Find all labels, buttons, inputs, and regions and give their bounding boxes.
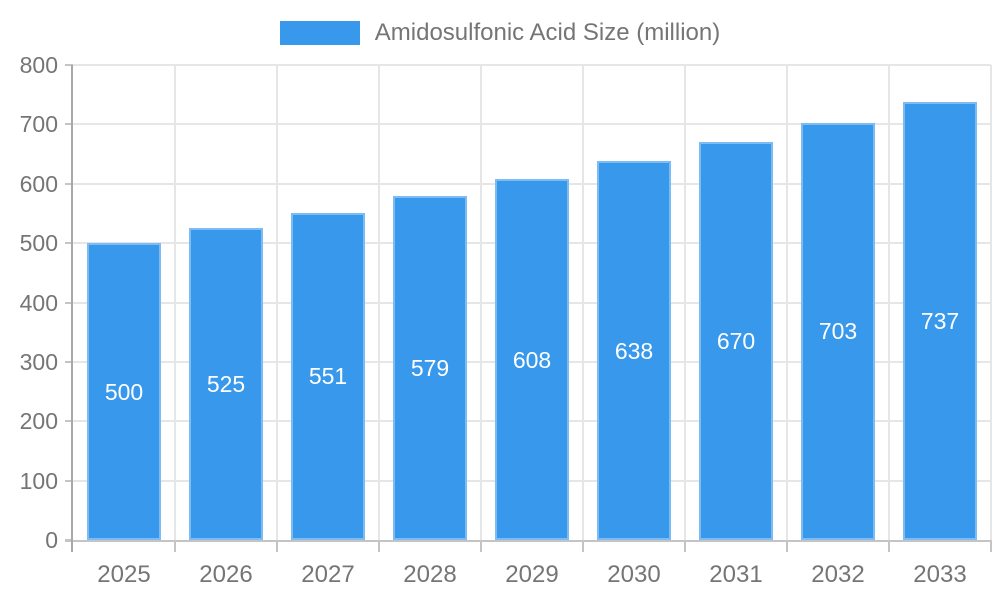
x-axis-tick <box>174 540 176 552</box>
x-axis-label: 2026 <box>199 561 253 588</box>
bar-value-label: 608 <box>512 346 552 373</box>
y-axis-label: 0 <box>45 527 58 553</box>
y-axis-label: 200 <box>19 408 58 435</box>
y-axis-label: 300 <box>19 348 58 375</box>
y-axis-tick <box>65 360 73 363</box>
y-axis-label: 400 <box>19 289 58 316</box>
x-axis-tick <box>888 540 890 552</box>
bar: 579 <box>393 196 467 540</box>
legend: Amidosulfonic Acid Size (million) <box>0 14 1000 52</box>
y-axis-label: 800 <box>19 52 58 78</box>
bar-value-label: 703 <box>818 318 858 345</box>
x-axis-tick <box>684 540 686 552</box>
y-axis-label: 600 <box>19 170 58 197</box>
v-gridline <box>480 65 482 540</box>
x-axis-tick <box>378 540 380 552</box>
v-gridline <box>888 65 890 540</box>
bar: 500 <box>87 243 161 540</box>
y-axis-tick <box>65 479 73 482</box>
plot-area: 500 525 551 579 608 638 670 703 737 0 100 200 300 400… <box>20 52 992 588</box>
v-gridline <box>276 65 278 540</box>
y-axis-tick <box>65 182 73 185</box>
bar-value-label: 551 <box>308 363 348 390</box>
y-axis-tick <box>65 64 73 66</box>
bar: 638 <box>597 161 671 540</box>
x-axis-label: 2025 <box>97 561 151 588</box>
legend-label: Amidosulfonic Acid Size (million) <box>374 19 721 46</box>
v-gridline <box>174 65 176 540</box>
bar: 737 <box>903 102 977 540</box>
x-axis-label: 2033 <box>913 561 967 588</box>
x-axis-label: 2029 <box>505 561 559 588</box>
y-axis-tick <box>65 123 73 126</box>
x-axis-tick <box>990 540 992 552</box>
x-axis-tick <box>786 540 788 552</box>
legend-swatch <box>279 21 360 45</box>
v-gridline <box>684 65 686 540</box>
y-axis-label: 700 <box>19 111 58 138</box>
x-axis-tick <box>582 540 584 552</box>
bar: 525 <box>189 228 263 540</box>
h-gridline <box>73 123 991 126</box>
y-axis-line <box>71 65 73 552</box>
v-gridline <box>582 65 584 540</box>
bar: 670 <box>699 142 773 540</box>
x-axis-line <box>65 540 991 542</box>
bar-value-label: 500 <box>104 378 144 405</box>
bar-value-label: 638 <box>614 337 654 364</box>
x-axis-label: 2032 <box>811 561 865 588</box>
y-axis-label: 500 <box>19 230 58 257</box>
bar: 551 <box>291 212 365 540</box>
bar-value-label: 670 <box>716 328 756 355</box>
y-axis-tick <box>65 242 73 245</box>
x-axis-tick <box>480 540 482 552</box>
bar: 608 <box>495 179 569 540</box>
x-axis-label: 2031 <box>709 561 763 588</box>
bar: 703 <box>801 122 875 540</box>
v-gridline <box>378 65 380 540</box>
y-axis-tick <box>65 420 73 423</box>
y-axis-label: 100 <box>19 467 58 494</box>
x-axis-label: 2030 <box>607 561 661 588</box>
x-axis-label: 2027 <box>301 561 355 588</box>
v-gridline <box>990 65 992 540</box>
y-axis-tick <box>65 301 73 304</box>
bar-value-label: 525 <box>206 371 246 398</box>
bar-value-label: 579 <box>410 355 450 382</box>
x-axis-tick <box>276 540 278 552</box>
h-gridline <box>73 64 991 66</box>
bar-value-label: 737 <box>920 308 960 335</box>
v-gridline <box>786 65 788 540</box>
x-axis-label: 2028 <box>403 561 457 588</box>
